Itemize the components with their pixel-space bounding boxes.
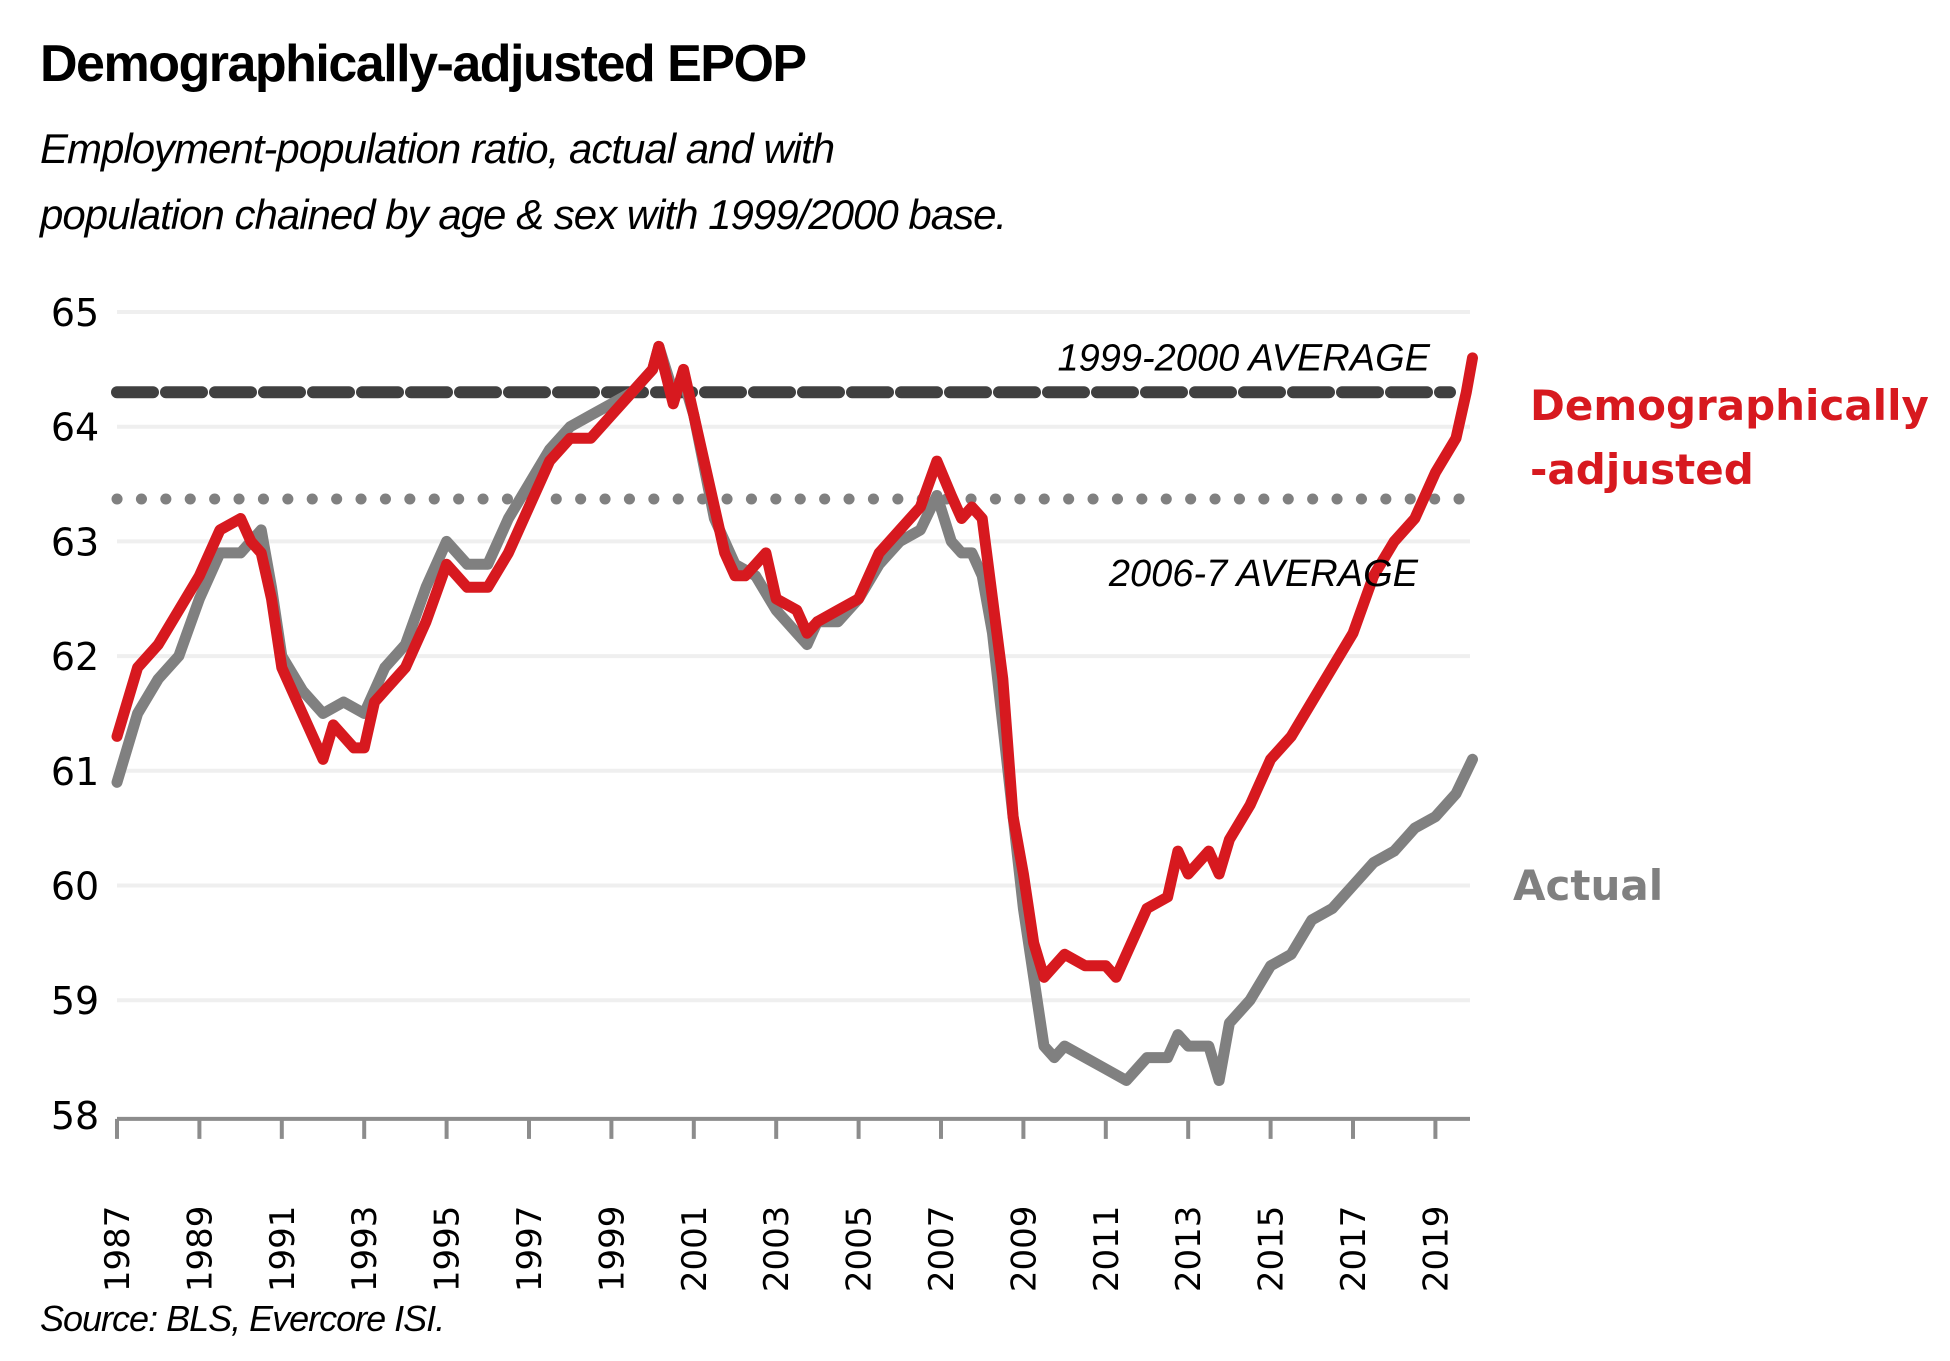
chart-subtitle: Employment-population ratio, actual and … (40, 116, 1340, 248)
x-tick-label: 1995 (428, 1206, 468, 1293)
x-tick-label: 2019 (1416, 1206, 1456, 1293)
x-tick-label: 1989 (180, 1206, 220, 1293)
subtitle-line-2: population chained by age & sex with 199… (40, 191, 1007, 238)
x-tick-label: 2005 (840, 1206, 880, 1293)
series-line-actual (111, 340, 1478, 1086)
x-tick-label: 1999 (592, 1206, 632, 1293)
x-tick-label: 2009 (1004, 1206, 1044, 1293)
x-tick-label: 2013 (1169, 1206, 1209, 1293)
y-tick-label: 59 (51, 979, 99, 1023)
y-tick-label: 64 (51, 406, 99, 450)
reference-lines (111, 386, 1466, 505)
y-tick-label: 60 (51, 865, 99, 909)
y-tick-label: 65 (51, 291, 99, 335)
subtitle-line-1: Employment-population ratio, actual and … (40, 125, 835, 172)
x-tick-label: 2007 (922, 1206, 962, 1293)
annotation-2006-7-average: 2006-7 AVERAGE (1108, 553, 1419, 595)
series-line-demographically-adjusted (111, 340, 1478, 983)
x-tick-label: 2015 (1252, 1206, 1292, 1293)
y-tick-label: 63 (51, 520, 99, 564)
chart-title: Demographically-adjusted EPOP (40, 35, 807, 93)
gridlines (117, 310, 1470, 1003)
y-tick-label: 61 (51, 750, 99, 794)
x-tick-label: 1991 (263, 1206, 303, 1293)
x-tick-label: 1993 (345, 1206, 385, 1293)
y-tick-label: 62 (51, 635, 99, 679)
x-tick-label: 1997 (510, 1206, 550, 1293)
label-demographically-adjusted-line1: Demographically (1530, 381, 1929, 430)
annotation-1999-2000-average: 1999-2000 AVERAGE (1057, 337, 1430, 379)
label-demographically-adjusted-line2: -adjusted (1530, 445, 1754, 494)
x-axis: 1987 1989 1991 1993 1995 1997 1999 2001 2003 2005… (98, 1116, 1470, 1293)
label-actual: Actual (1513, 861, 1663, 910)
y-tick-label: 58 (51, 1094, 99, 1138)
series-labels: Demographically -adjusted Actual (1513, 381, 1929, 910)
x-tick-label: 2001 (675, 1206, 715, 1293)
x-tick-label: 2011 (1087, 1206, 1127, 1293)
series-lines (111, 340, 1478, 1086)
x-tick-label: 2017 (1334, 1206, 1374, 1293)
x-tick-label: 2003 (757, 1206, 797, 1293)
x-tick-label: 1987 (98, 1206, 138, 1293)
source-note: Source: BLS, Evercore ISI. (40, 1298, 445, 1339)
y-axis-tick-labels: 58 59 60 61 62 63 64 65 (51, 291, 99, 1138)
annotations: 1999-2000 AVERAGE 2006-7 AVERAGE (1057, 337, 1430, 595)
